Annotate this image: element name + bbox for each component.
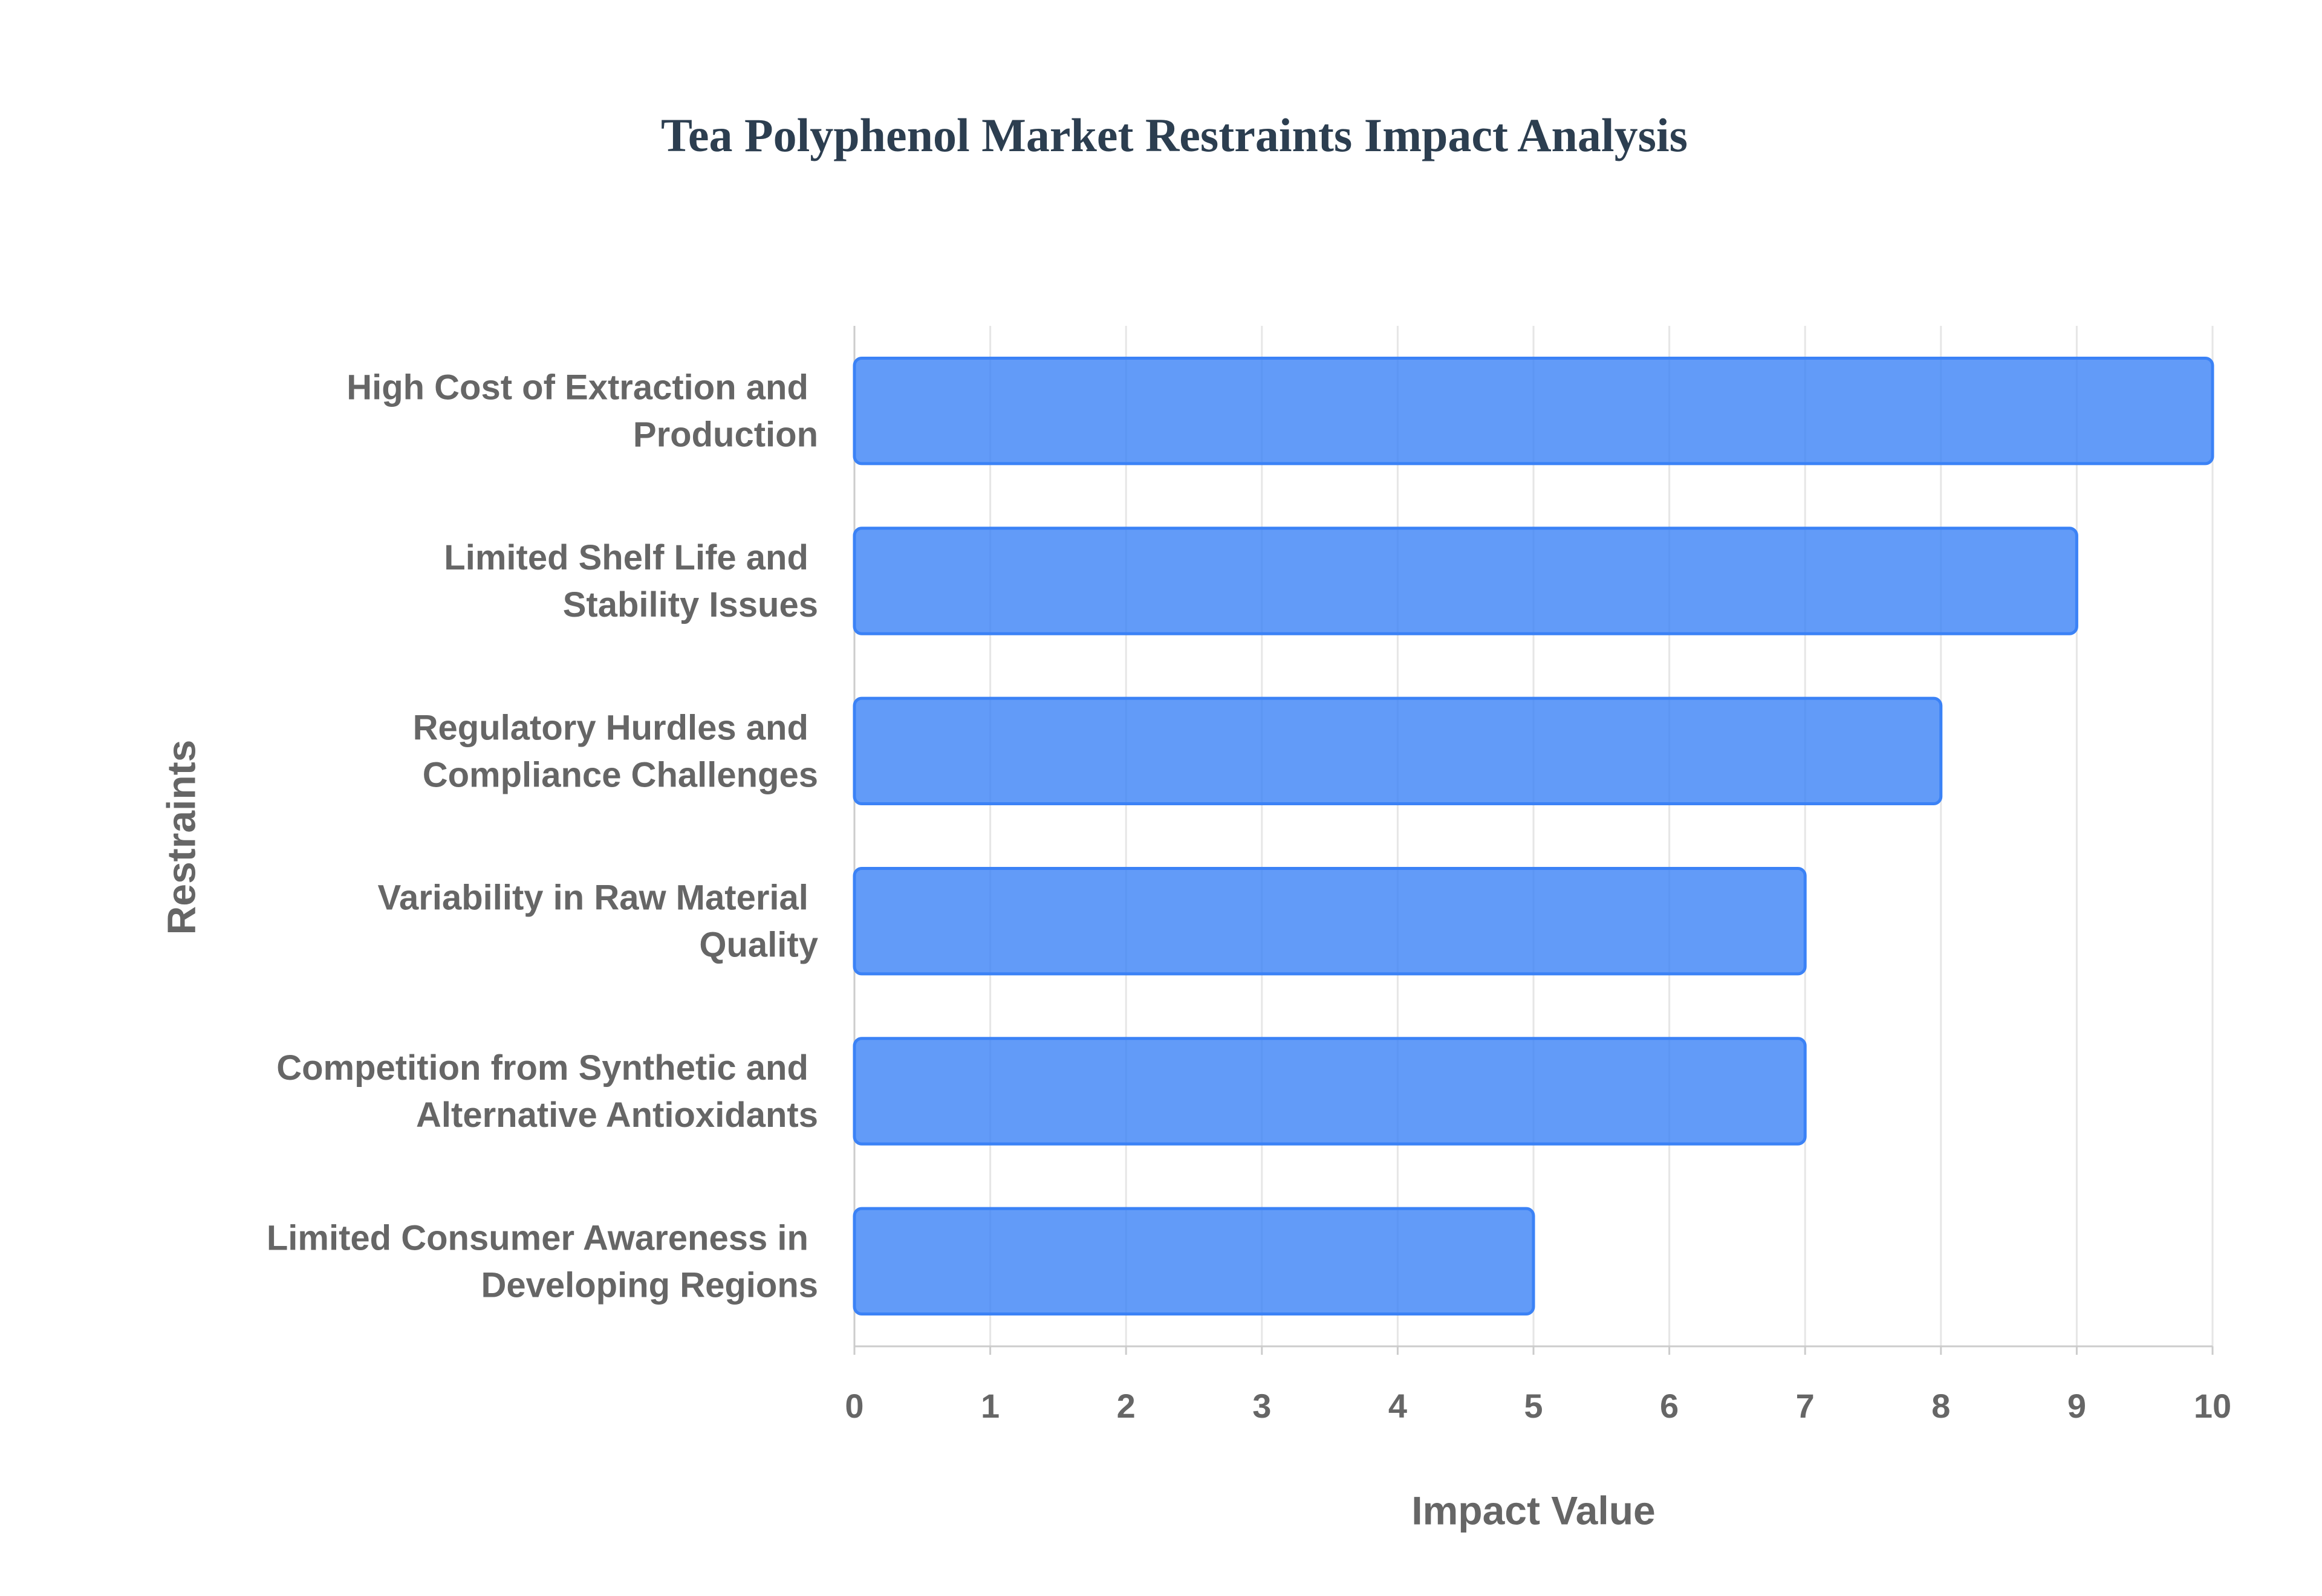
label-line: Compliance Challenges bbox=[423, 755, 818, 794]
label-line: Quality bbox=[699, 926, 818, 965]
label-line: Developing Regions bbox=[481, 1265, 818, 1305]
label-line: Production bbox=[633, 415, 818, 455]
x-tick-label: 2 bbox=[1117, 1387, 1136, 1425]
bar bbox=[853, 1037, 1807, 1146]
y-tick-label: Limited Consumer Awareness in Developing… bbox=[267, 1218, 818, 1305]
x-tick-label: 4 bbox=[1388, 1387, 1407, 1425]
label-line: Regulatory Hurdles and bbox=[413, 708, 818, 747]
bar bbox=[853, 1207, 1535, 1316]
x-tick-label: 6 bbox=[1660, 1387, 1679, 1425]
y-tick-label: Variability in Raw Material Quality bbox=[378, 878, 818, 965]
y-tick-label: Competition from Synthetic and Alternati… bbox=[276, 1048, 818, 1135]
bar bbox=[853, 866, 1807, 976]
bar bbox=[853, 696, 1943, 806]
x-tick-label: 7 bbox=[1796, 1387, 1815, 1425]
bar bbox=[853, 527, 2078, 635]
label-line: Alternative Antioxidants bbox=[416, 1095, 818, 1135]
x-tick-label: 1 bbox=[981, 1387, 1000, 1425]
y-tick-label: High Cost of Extraction and Production bbox=[346, 368, 818, 455]
label-line: Limited Shelf Life and bbox=[444, 538, 818, 577]
x-tick-label: 3 bbox=[1252, 1387, 1271, 1425]
x-tick-label: 10 bbox=[2194, 1387, 2231, 1425]
label-line: Stability Issues bbox=[563, 585, 818, 624]
x-tick-label: 0 bbox=[845, 1387, 863, 1425]
y-axis-title: Restraints bbox=[158, 740, 203, 935]
bar bbox=[853, 356, 2214, 465]
chart-title: Tea Polyphenol Market Restraints Impact … bbox=[661, 109, 1688, 161]
y-tick-label: Regulatory Hurdles and Compliance Challe… bbox=[413, 708, 818, 794]
label-line: Variability in Raw Material bbox=[378, 878, 818, 918]
label-line: Limited Consumer Awareness in bbox=[267, 1218, 818, 1257]
x-tick-label: 8 bbox=[1931, 1387, 1950, 1425]
x-axis-title: Impact Value bbox=[1411, 1488, 1656, 1533]
label-line: High Cost of Extraction and bbox=[346, 368, 818, 407]
x-tick-label: 9 bbox=[2067, 1387, 2086, 1425]
y-tick-label: Limited Shelf Life and Stability Issues bbox=[444, 538, 818, 624]
x-tick-label: 5 bbox=[1524, 1387, 1543, 1425]
label-line: Competition from Synthetic and bbox=[276, 1048, 818, 1088]
